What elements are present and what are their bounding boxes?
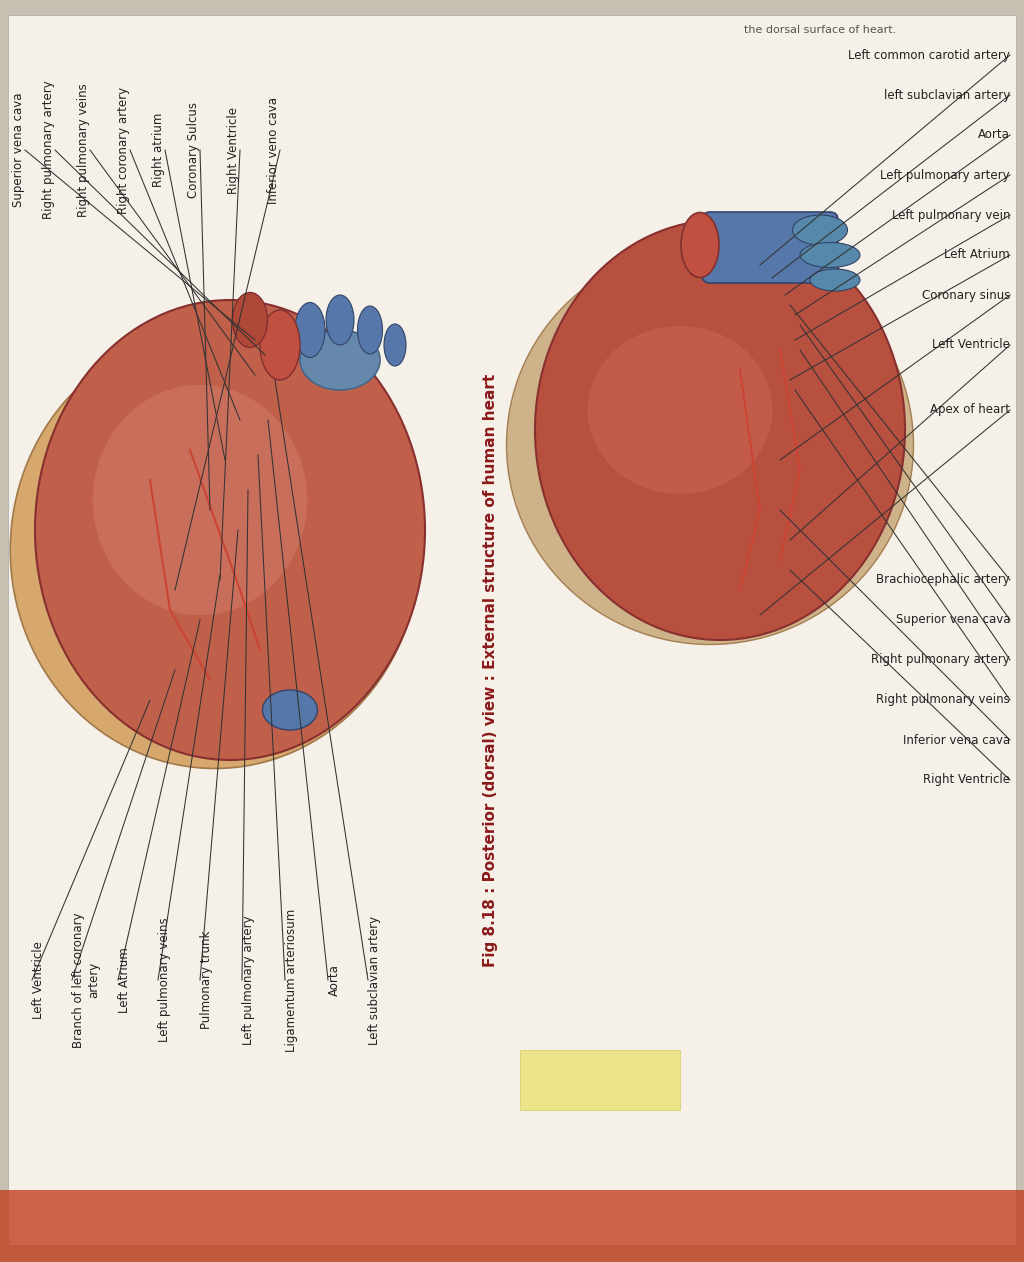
Ellipse shape (793, 215, 848, 245)
Text: Apex of heart: Apex of heart (930, 404, 1010, 416)
Text: Brachiocephalic artery: Brachiocephalic artery (877, 573, 1010, 587)
Ellipse shape (300, 329, 380, 390)
Ellipse shape (800, 242, 860, 268)
Text: Right coronary artery: Right coronary artery (117, 86, 130, 213)
Ellipse shape (326, 295, 354, 345)
FancyBboxPatch shape (702, 212, 838, 283)
Ellipse shape (10, 332, 420, 769)
Text: Right pulmonary artery: Right pulmonary artery (42, 81, 55, 220)
FancyBboxPatch shape (520, 1050, 680, 1111)
Text: Left pulmonary artery: Left pulmonary artery (881, 169, 1010, 182)
Text: Left Ventricle: Left Ventricle (932, 338, 1010, 352)
Text: Inferior veno cava: Inferior veno cava (267, 96, 280, 203)
Text: Left common carotid artery: Left common carotid artery (848, 48, 1010, 62)
FancyBboxPatch shape (8, 15, 1016, 1246)
Text: left subclavian artery: left subclavian artery (884, 88, 1010, 101)
Ellipse shape (384, 324, 406, 366)
Ellipse shape (810, 269, 860, 292)
Text: Right pulmonary artery: Right pulmonary artery (871, 654, 1010, 666)
Text: Superior vena cava: Superior vena cava (896, 613, 1010, 626)
Text: Pulmonary trunk: Pulmonary trunk (200, 931, 213, 1030)
FancyBboxPatch shape (0, 1190, 1024, 1262)
Text: Left subclavian artery: Left subclavian artery (368, 915, 381, 1045)
Text: Left pulmonary artery: Left pulmonary artery (242, 915, 255, 1045)
Ellipse shape (535, 220, 905, 640)
Text: Coronary Sulcus: Coronary Sulcus (187, 102, 200, 198)
Text: Ligamentum arteriosum: Ligamentum arteriosum (285, 909, 298, 1051)
Text: Coronary sinus: Coronary sinus (922, 289, 1010, 302)
Ellipse shape (260, 310, 300, 380)
Text: Left pulmonary veins: Left pulmonary veins (158, 917, 171, 1042)
Text: the dorsal surface of heart.: the dorsal surface of heart. (743, 25, 896, 35)
Ellipse shape (35, 300, 425, 760)
Text: Left pulmonary vein: Left pulmonary vein (892, 208, 1010, 222)
Text: Inferior vena cava: Inferior vena cava (903, 733, 1010, 747)
Ellipse shape (262, 690, 317, 729)
Text: Aorta: Aorta (328, 964, 341, 996)
Text: Left Ventricle: Left Ventricle (32, 941, 45, 1018)
Ellipse shape (588, 326, 772, 493)
Text: Left Atrium: Left Atrium (944, 249, 1010, 261)
Text: Right pulmonary veins: Right pulmonary veins (877, 694, 1010, 707)
Text: Right atrium: Right atrium (152, 112, 165, 187)
Ellipse shape (93, 385, 307, 615)
Ellipse shape (681, 212, 719, 278)
Text: Right Ventricle: Right Ventricle (923, 774, 1010, 786)
Text: Branch of left coronary
artery: Branch of left coronary artery (72, 912, 100, 1047)
Ellipse shape (507, 246, 913, 645)
Text: Superior vena cava: Superior vena cava (12, 92, 25, 207)
Ellipse shape (232, 293, 267, 347)
Text: Left Atrium: Left Atrium (118, 946, 131, 1013)
Ellipse shape (713, 227, 787, 283)
Text: Aorta: Aorta (978, 129, 1010, 141)
Text: Right Ventricle: Right Ventricle (227, 106, 240, 193)
Text: Right pulmonary veins: Right pulmonary veins (77, 83, 90, 217)
Ellipse shape (295, 303, 325, 357)
Text: Fig 8.18 : Posterior (dorsal) view : External structure of human heart: Fig 8.18 : Posterior (dorsal) view : Ext… (482, 374, 498, 967)
Ellipse shape (357, 305, 383, 355)
